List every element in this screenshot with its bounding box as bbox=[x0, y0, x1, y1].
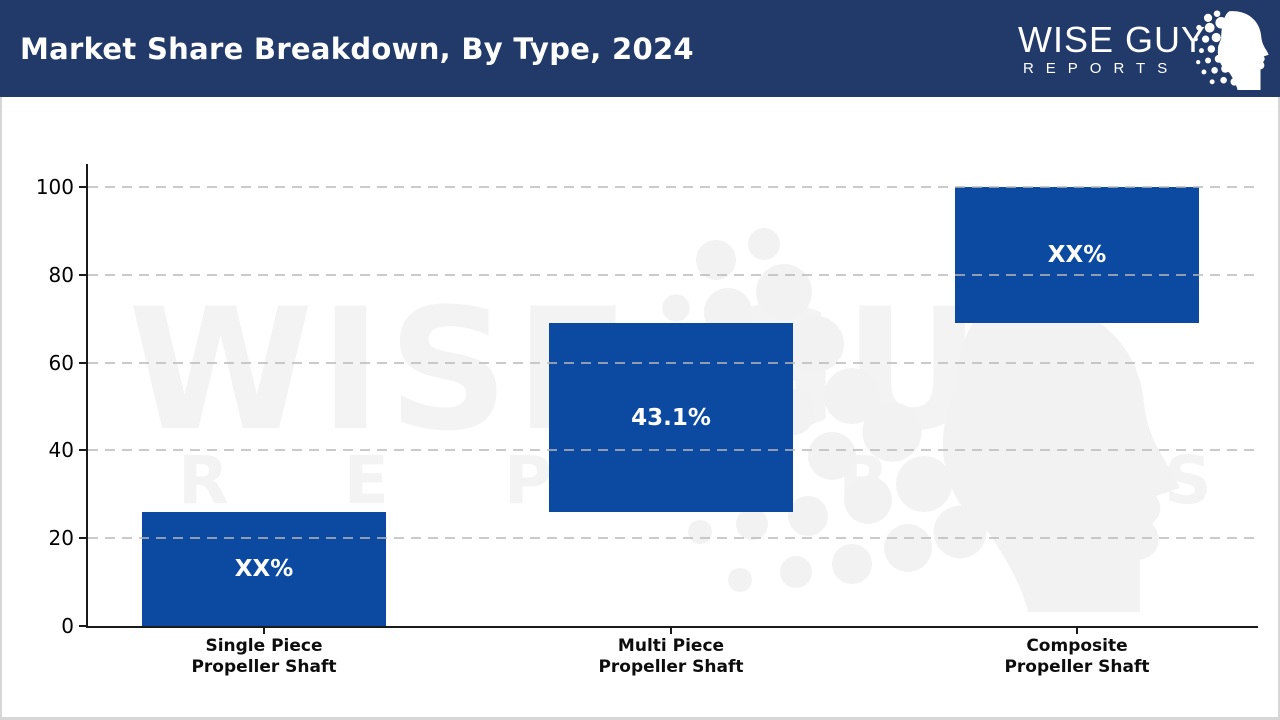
bar-segment bbox=[955, 187, 1199, 324]
bar-value-label: XX% bbox=[234, 556, 294, 583]
y-tick-mark bbox=[79, 449, 88, 452]
y-tick-label: 20 bbox=[48, 526, 74, 551]
x-category-line: Single Piece bbox=[205, 636, 323, 656]
x-category-line: Multi Piece bbox=[617, 636, 725, 656]
logo-wordmark: WISE GUY bbox=[1017, 19, 1206, 60]
y-tick-mark bbox=[79, 625, 88, 627]
logo-text: WISE GUY REPORTS bbox=[1017, 19, 1206, 78]
x-tick-mark bbox=[263, 626, 265, 634]
x-category-line: Propeller Shaft bbox=[191, 657, 337, 677]
x-category-label: Multi Piece Propeller Shaft bbox=[511, 636, 831, 678]
x-category-line: Propeller Shaft bbox=[598, 657, 744, 677]
wiseguy-logo: WISE GUY REPORTS bbox=[1018, 4, 1272, 94]
x-tick-mark bbox=[1076, 626, 1078, 634]
y-tick-label: 100 bbox=[35, 175, 74, 199]
x-category-label: Composite Propeller Shaft bbox=[917, 636, 1237, 678]
x-category-line: Composite bbox=[1026, 636, 1128, 656]
logo-reports-text: REPORTS bbox=[1022, 60, 1180, 77]
y-tick-label: 60 bbox=[48, 350, 74, 375]
right-border bbox=[1278, 97, 1280, 720]
y-tick-mark bbox=[79, 186, 88, 188]
x-category-line: Propeller Shaft bbox=[1004, 657, 1150, 677]
bar-value-label: XX% bbox=[1047, 242, 1107, 269]
bar-value-label: 43.1% bbox=[631, 404, 711, 431]
y-tick-mark bbox=[79, 273, 88, 276]
x-tick-mark bbox=[670, 626, 672, 634]
bottom-border bbox=[0, 717, 1280, 720]
bar-segment bbox=[142, 512, 386, 626]
header-bar: Market Share Breakdown, By Type, 2024 WI… bbox=[0, 0, 1280, 97]
x-axis-line bbox=[86, 626, 1258, 628]
y-axis-line bbox=[86, 164, 88, 628]
y-tick-mark bbox=[79, 537, 88, 540]
x-category-label: Single Piece Propeller Shaft bbox=[104, 636, 424, 678]
logo-head-icon bbox=[1193, 10, 1269, 90]
chart-title: Market Share Breakdown, By Type, 2024 bbox=[20, 31, 694, 66]
y-tick-label: 40 bbox=[48, 438, 74, 463]
y-tick-label: 0 bbox=[61, 614, 74, 638]
y-tick-mark bbox=[79, 361, 88, 364]
y-tick-label: 80 bbox=[48, 262, 74, 287]
left-border bbox=[0, 97, 2, 720]
bar-segment bbox=[549, 323, 793, 513]
